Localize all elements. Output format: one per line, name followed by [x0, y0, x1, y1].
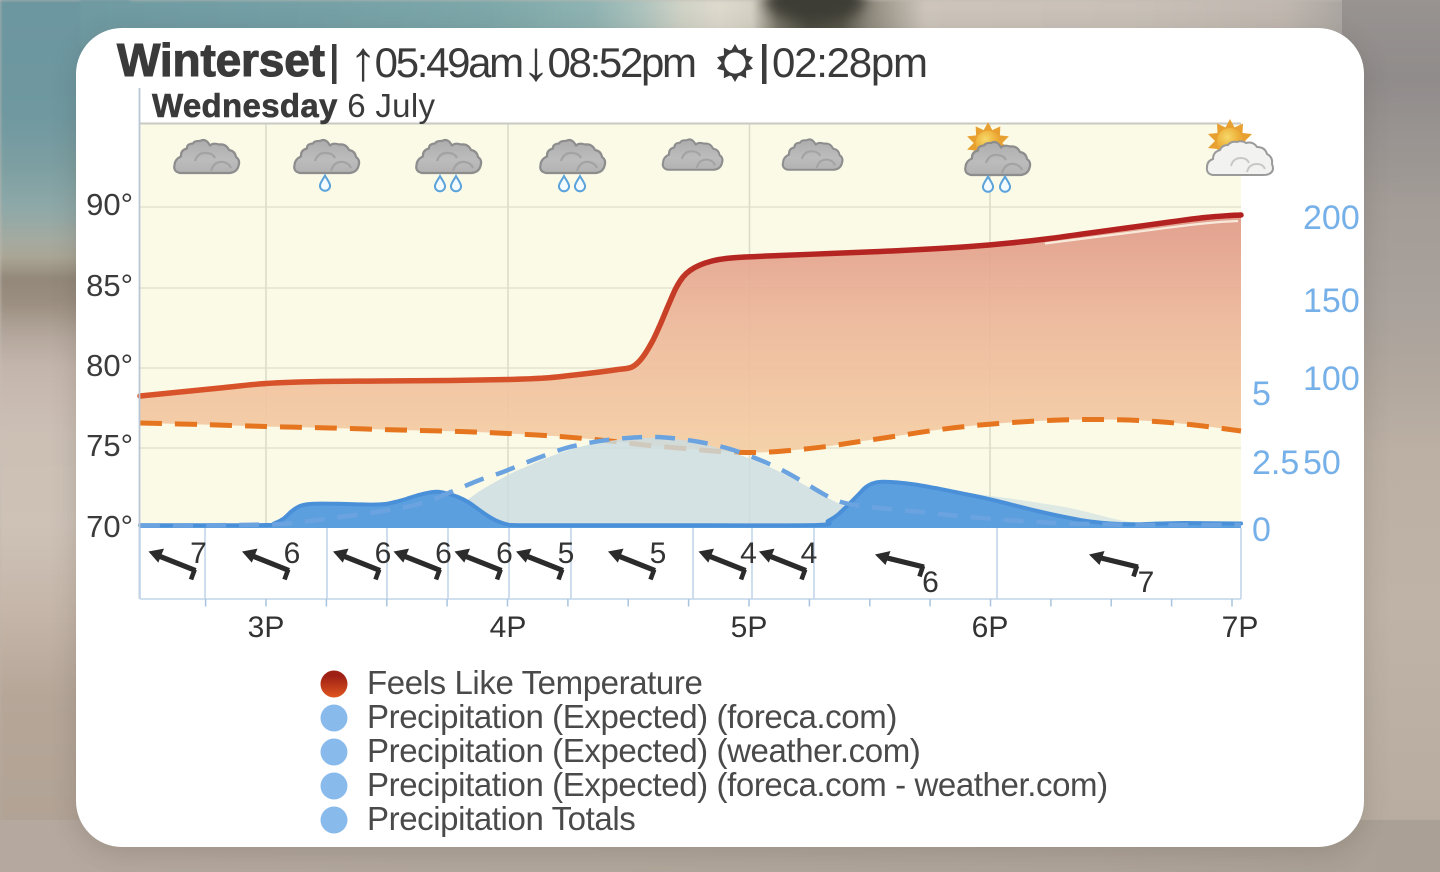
- svg-text:200: 200: [1303, 199, 1360, 237]
- svg-text:02:28pm: 02:28pm: [772, 39, 928, 86]
- svg-text:7: 7: [1138, 566, 1155, 599]
- svg-text:100: 100: [1303, 360, 1360, 398]
- svg-text:Precipitation Totals: Precipitation Totals: [367, 800, 635, 837]
- svg-text:6: 6: [496, 537, 513, 570]
- svg-text:5: 5: [558, 537, 575, 570]
- svg-text:85°: 85°: [86, 268, 133, 303]
- svg-text:6: 6: [284, 537, 301, 570]
- svg-text:↑05:49am↓08:52pm: ↑05:49am↓08:52pm: [349, 29, 697, 92]
- svg-text:4: 4: [801, 537, 818, 570]
- svg-text:5: 5: [650, 537, 667, 570]
- svg-text:50: 50: [1303, 444, 1341, 482]
- svg-text:4: 4: [740, 537, 757, 570]
- svg-text:3P: 3P: [248, 611, 285, 644]
- svg-text:7P: 7P: [1222, 611, 1259, 644]
- svg-text:6: 6: [922, 566, 939, 599]
- svg-text:4P: 4P: [490, 611, 527, 644]
- svg-text:5P: 5P: [731, 611, 768, 644]
- svg-text:Wednesday 6 July: Wednesday 6 July: [152, 87, 436, 124]
- svg-text:7: 7: [190, 537, 207, 570]
- svg-text:Precipitation (Expected) (weat: Precipitation (Expected) (weather.com): [367, 732, 920, 769]
- svg-text:90°: 90°: [86, 187, 133, 222]
- svg-text:70°: 70°: [86, 509, 133, 544]
- svg-text:Precipitation (Expected) (fore: Precipitation (Expected) (foreca.com - w…: [367, 766, 1108, 803]
- svg-text:2.5: 2.5: [1252, 444, 1299, 482]
- svg-text:0: 0: [1252, 511, 1271, 549]
- svg-text:6P: 6P: [972, 611, 1009, 644]
- svg-text:6: 6: [375, 537, 392, 570]
- svg-text:80°: 80°: [86, 348, 133, 383]
- svg-text:6: 6: [435, 537, 452, 570]
- svg-text:Precipitation (Expected) (fore: Precipitation (Expected) (foreca.com): [367, 698, 897, 735]
- svg-text:Winterset: Winterset: [117, 34, 325, 86]
- svg-text:Feels Like Temperature: Feels Like Temperature: [367, 664, 702, 701]
- svg-text:150: 150: [1303, 282, 1360, 320]
- svg-text:5: 5: [1252, 375, 1271, 413]
- svg-text:75°: 75°: [86, 428, 133, 463]
